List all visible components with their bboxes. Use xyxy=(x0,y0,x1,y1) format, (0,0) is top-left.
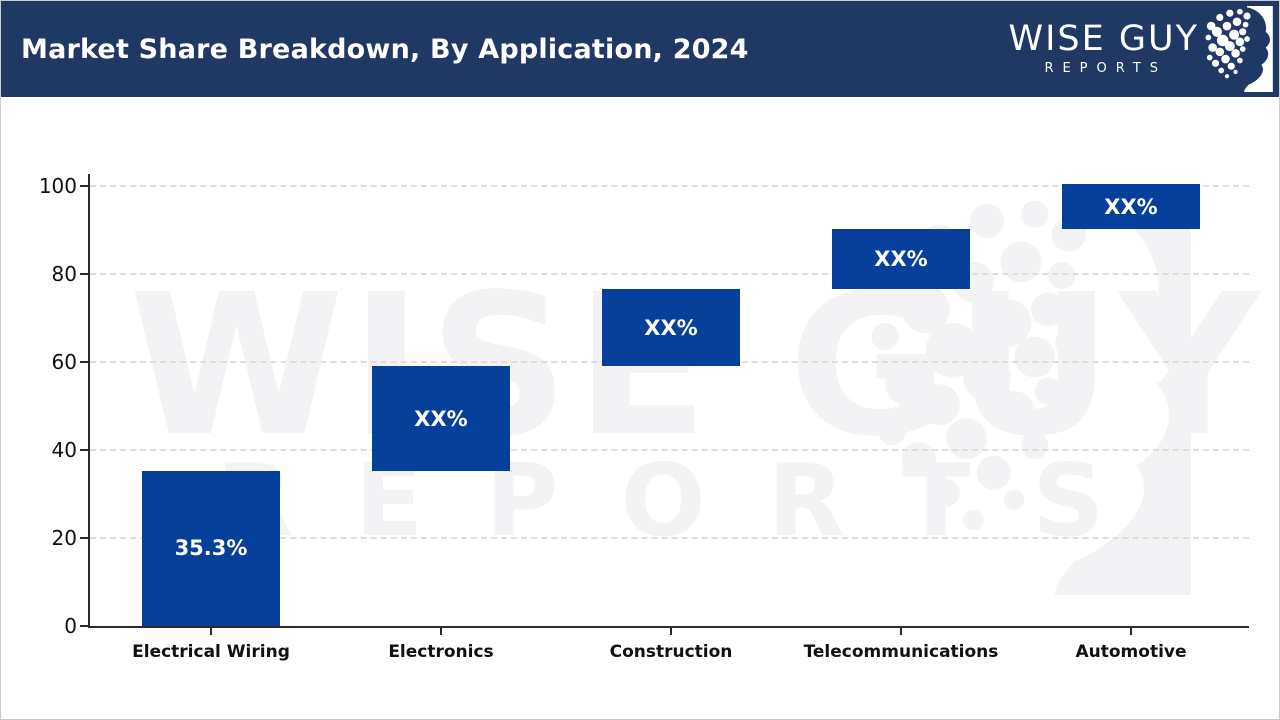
gridline xyxy=(90,185,1249,187)
gridline xyxy=(90,449,1249,451)
head-profile-icon xyxy=(1205,6,1273,92)
logo-text-wise-guy: WISE GUY xyxy=(1008,19,1199,59)
y-tick-mark xyxy=(80,185,89,187)
y-tick-label: 80 xyxy=(51,262,77,286)
y-axis-line xyxy=(88,174,90,628)
y-tick-mark xyxy=(80,625,89,627)
x-axis-line xyxy=(88,626,1249,628)
y-tick-label: 0 xyxy=(64,614,77,638)
x-tick-mark xyxy=(440,628,442,635)
bar-value-label: XX% xyxy=(414,406,468,431)
y-tick-label: 20 xyxy=(51,526,77,550)
chart-title: Market Share Breakdown, By Application, … xyxy=(21,33,749,65)
x-tick-mark xyxy=(670,628,672,635)
x-tick-mark xyxy=(210,628,212,635)
y-tick-label: 100 xyxy=(38,174,77,198)
logo-wordmark: WISE GUY REPORTS xyxy=(1008,19,1199,77)
bar-value-label: XX% xyxy=(874,247,928,272)
bar-value-label: XX% xyxy=(644,315,698,340)
gridline xyxy=(90,537,1249,539)
x-category-label: Construction xyxy=(609,642,733,662)
x-category-label: Electronics xyxy=(388,642,494,662)
bar-value-label: XX% xyxy=(1104,194,1158,219)
logo-text-reports: REPORTS xyxy=(1044,61,1168,76)
y-tick-mark xyxy=(80,273,89,275)
x-category-label: Automotive xyxy=(1075,642,1187,662)
bar: XX% xyxy=(372,366,510,471)
bar-value-label: 35.3% xyxy=(174,536,248,561)
bar: 35.3% xyxy=(142,470,280,626)
x-tick-mark xyxy=(1130,628,1132,635)
gridline xyxy=(90,273,1249,275)
y-tick-mark xyxy=(80,361,89,363)
bar: XX% xyxy=(832,229,970,290)
y-tick-mark xyxy=(80,449,89,451)
y-tick-label: 60 xyxy=(51,350,77,374)
bar: XX% xyxy=(1062,184,1200,230)
x-tick-mark xyxy=(900,628,902,635)
chart-area: WISE GUY REPORTS 02040608010035.3%XX%XX%… xyxy=(1,97,1279,719)
header-bar: Market Share Breakdown, By Application, … xyxy=(1,1,1279,97)
y-tick-label: 40 xyxy=(51,438,77,462)
wiseguy-logo: WISE GUY REPORTS xyxy=(1008,6,1273,92)
x-category-label: Electrical Wiring xyxy=(132,642,290,662)
plot-region: 0 20 40 60 80 100 35.3% XX% XX% XX% XX% Electrical … xyxy=(1,97,1279,719)
y-tick-mark xyxy=(80,537,89,539)
bar: XX% xyxy=(602,289,740,367)
x-category-label: Telecommunications xyxy=(803,642,999,662)
